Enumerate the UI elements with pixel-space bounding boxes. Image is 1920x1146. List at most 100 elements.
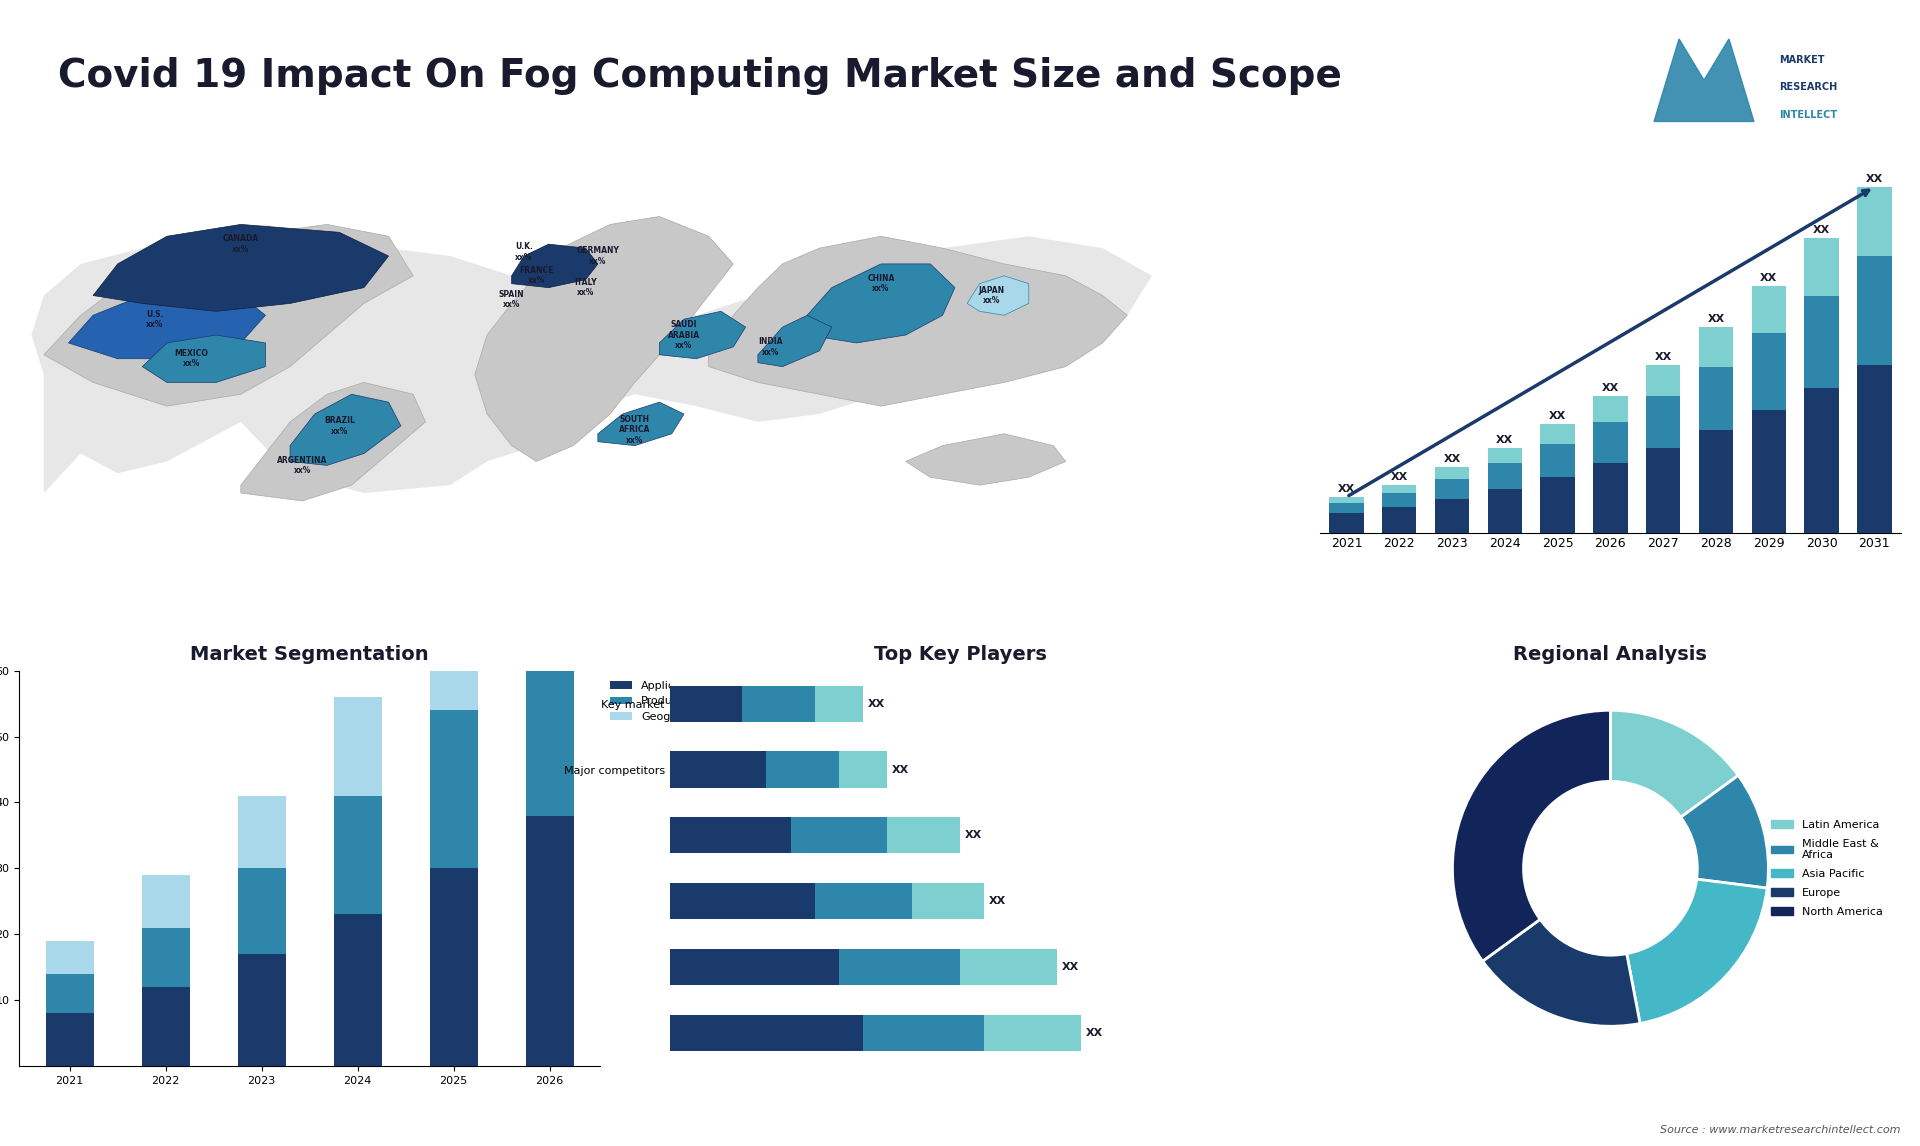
Bar <box>1594 463 1628 533</box>
Bar <box>839 752 887 787</box>
Bar <box>1488 489 1523 533</box>
Polygon shape <box>1653 39 1755 121</box>
Bar <box>142 927 190 987</box>
Text: MARKET: MARKET <box>1778 55 1824 64</box>
Bar <box>142 987 190 1066</box>
Bar <box>814 685 864 722</box>
Polygon shape <box>92 225 388 312</box>
Bar <box>526 816 574 1066</box>
Legend: Application, Product, Geography: Application, Product, Geography <box>605 676 708 727</box>
Polygon shape <box>240 383 426 501</box>
Bar <box>887 817 960 854</box>
Bar <box>1329 497 1363 503</box>
Bar <box>1699 430 1734 533</box>
Text: GERMANY
xx%: GERMANY xx% <box>576 246 620 266</box>
Text: XX: XX <box>1062 961 1079 972</box>
Text: CHINA
xx%: CHINA xx% <box>868 274 895 293</box>
Bar <box>46 941 94 974</box>
Polygon shape <box>474 217 733 462</box>
Bar <box>766 752 839 787</box>
Title: Regional Analysis: Regional Analysis <box>1513 645 1707 664</box>
Wedge shape <box>1626 879 1766 1023</box>
Text: XX: XX <box>1761 273 1778 283</box>
Text: MEXICO
xx%: MEXICO xx% <box>175 350 209 368</box>
Bar <box>334 915 382 1066</box>
Bar <box>670 949 839 986</box>
Text: XX: XX <box>1087 1028 1104 1038</box>
Polygon shape <box>290 394 401 465</box>
Bar <box>1699 327 1734 367</box>
Bar <box>1805 388 1839 533</box>
Text: XX: XX <box>1812 226 1830 235</box>
Polygon shape <box>142 335 265 383</box>
Title: Top Key Players: Top Key Players <box>874 645 1046 664</box>
Text: JAPAN
xx%: JAPAN xx% <box>979 285 1004 305</box>
Bar <box>334 795 382 915</box>
Bar <box>1805 238 1839 296</box>
Bar <box>670 1014 864 1051</box>
Text: Covid 19 Impact On Fog Computing Market Size and Scope: Covid 19 Impact On Fog Computing Market … <box>58 57 1342 95</box>
Bar <box>1645 448 1680 533</box>
Text: RESEARCH: RESEARCH <box>1778 83 1837 92</box>
Bar <box>1645 364 1680 397</box>
Bar <box>1434 468 1469 479</box>
Bar <box>1540 424 1574 444</box>
Bar <box>670 685 743 722</box>
Text: XX: XX <box>1338 484 1356 494</box>
Text: XX: XX <box>1866 174 1884 183</box>
Bar <box>670 884 814 919</box>
Text: XX: XX <box>1444 454 1461 464</box>
Text: XX: XX <box>1601 383 1619 393</box>
Bar <box>985 1014 1081 1051</box>
Text: INTELLECT: INTELLECT <box>1778 110 1837 119</box>
Bar <box>1857 187 1891 256</box>
Bar <box>1645 397 1680 448</box>
Text: BRAZIL
xx%: BRAZIL xx% <box>324 416 355 435</box>
Title: Market Segmentation: Market Segmentation <box>190 645 428 664</box>
Text: U.K.
xx%: U.K. xx% <box>515 242 534 261</box>
Polygon shape <box>708 236 1127 406</box>
Bar <box>791 817 887 854</box>
Polygon shape <box>44 225 413 406</box>
Polygon shape <box>659 312 745 359</box>
Bar <box>743 685 814 722</box>
Polygon shape <box>511 244 597 288</box>
Text: FRANCE
xx%: FRANCE xx% <box>518 266 553 285</box>
Bar <box>238 869 286 953</box>
Bar <box>430 869 478 1066</box>
Bar <box>1540 444 1574 477</box>
Text: ARGENTINA
xx%: ARGENTINA xx% <box>276 456 328 476</box>
Bar <box>1540 477 1574 533</box>
Bar <box>814 884 912 919</box>
Bar <box>1382 485 1417 493</box>
Bar <box>1594 397 1628 422</box>
Polygon shape <box>597 402 684 446</box>
Wedge shape <box>1611 711 1738 817</box>
Text: SOUTH
AFRICA
xx%: SOUTH AFRICA xx% <box>618 415 651 445</box>
Bar <box>1329 503 1363 512</box>
Text: XX: XX <box>1655 352 1672 362</box>
Bar <box>1751 410 1786 533</box>
Bar <box>670 752 766 787</box>
Polygon shape <box>968 276 1029 315</box>
Bar <box>864 1014 985 1051</box>
Bar <box>1488 448 1523 463</box>
Text: CANADA
xx%: CANADA xx% <box>223 235 259 254</box>
Polygon shape <box>906 434 1066 485</box>
Wedge shape <box>1482 919 1640 1027</box>
Text: SPAIN
xx%: SPAIN xx% <box>499 290 524 309</box>
Text: XX: XX <box>1707 314 1724 324</box>
Bar <box>1382 507 1417 533</box>
Text: XX: XX <box>1390 472 1407 482</box>
Bar <box>1857 256 1891 364</box>
Bar <box>1699 367 1734 430</box>
Bar <box>46 974 94 1013</box>
Bar <box>238 953 286 1066</box>
Polygon shape <box>806 264 954 343</box>
Text: ITALY
xx%: ITALY xx% <box>574 278 597 297</box>
Polygon shape <box>69 288 265 359</box>
Polygon shape <box>758 315 831 367</box>
Legend: Latin America, Middle East &
Africa, Asia Pacific, Europe, North America: Latin America, Middle East & Africa, Asi… <box>1766 815 1887 921</box>
Bar <box>839 949 960 986</box>
Bar <box>1488 463 1523 489</box>
